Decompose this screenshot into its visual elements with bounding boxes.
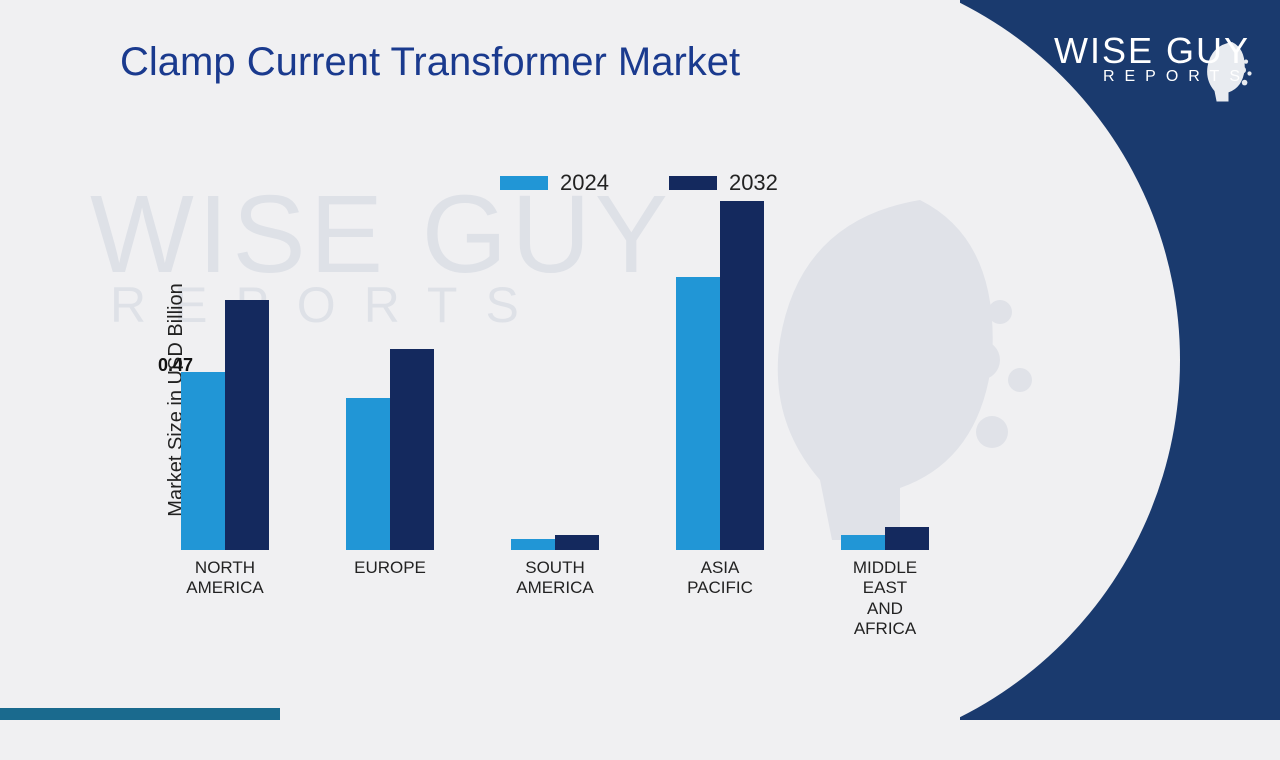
- plot-area: NORTH AMERICA EUROPE SOUTH AMERICA ASIA PAC…: [140, 190, 930, 550]
- bar-2024: [181, 372, 225, 550]
- brand-logo: WISE GUY REPORTS: [1054, 30, 1250, 86]
- legend-swatch-2032: [669, 176, 717, 190]
- legend-swatch-2024: [500, 176, 548, 190]
- x-tick-label: MIDDLE EAST AND AFRICA: [853, 558, 917, 640]
- bottom-accent-bar: [0, 708, 280, 720]
- bar-2032: [390, 349, 434, 550]
- x-tick-label: EUROPE: [354, 558, 426, 578]
- x-tick-label: NORTH AMERICA: [186, 558, 263, 599]
- x-tick-label: ASIA PACIFIC: [687, 558, 753, 599]
- legend-item-2024: 2024: [500, 170, 609, 196]
- bar-2032: [225, 300, 269, 550]
- bar-group: NORTH AMERICA: [170, 300, 280, 550]
- head-icon: [1190, 30, 1260, 110]
- bar-group: SOUTH AMERICA: [500, 535, 610, 550]
- bar-2024: [346, 398, 390, 550]
- legend-label-2032: 2032: [729, 170, 778, 196]
- bar-group: EUROPE: [335, 349, 445, 550]
- bar-group: MIDDLE EAST AND AFRICA: [830, 527, 940, 550]
- bar-2032: [720, 201, 764, 550]
- bar-2024: [511, 539, 555, 550]
- legend-label-2024: 2024: [560, 170, 609, 196]
- bar-value-label: 0.47: [158, 355, 193, 376]
- chart-title: Clamp Current Transformer Market: [120, 40, 740, 85]
- x-tick-label: SOUTH AMERICA: [516, 558, 593, 599]
- chart-area: Market Size in USD Billion NORTH AMERICA…: [80, 160, 930, 640]
- bar-2032: [555, 535, 599, 550]
- bar-group: ASIA PACIFIC: [665, 201, 775, 550]
- legend-item-2032: 2032: [669, 170, 778, 196]
- bar-2032: [885, 527, 929, 550]
- legend: 2024 2032: [500, 170, 778, 196]
- bar-2024: [841, 535, 885, 550]
- bar-2024: [676, 277, 720, 550]
